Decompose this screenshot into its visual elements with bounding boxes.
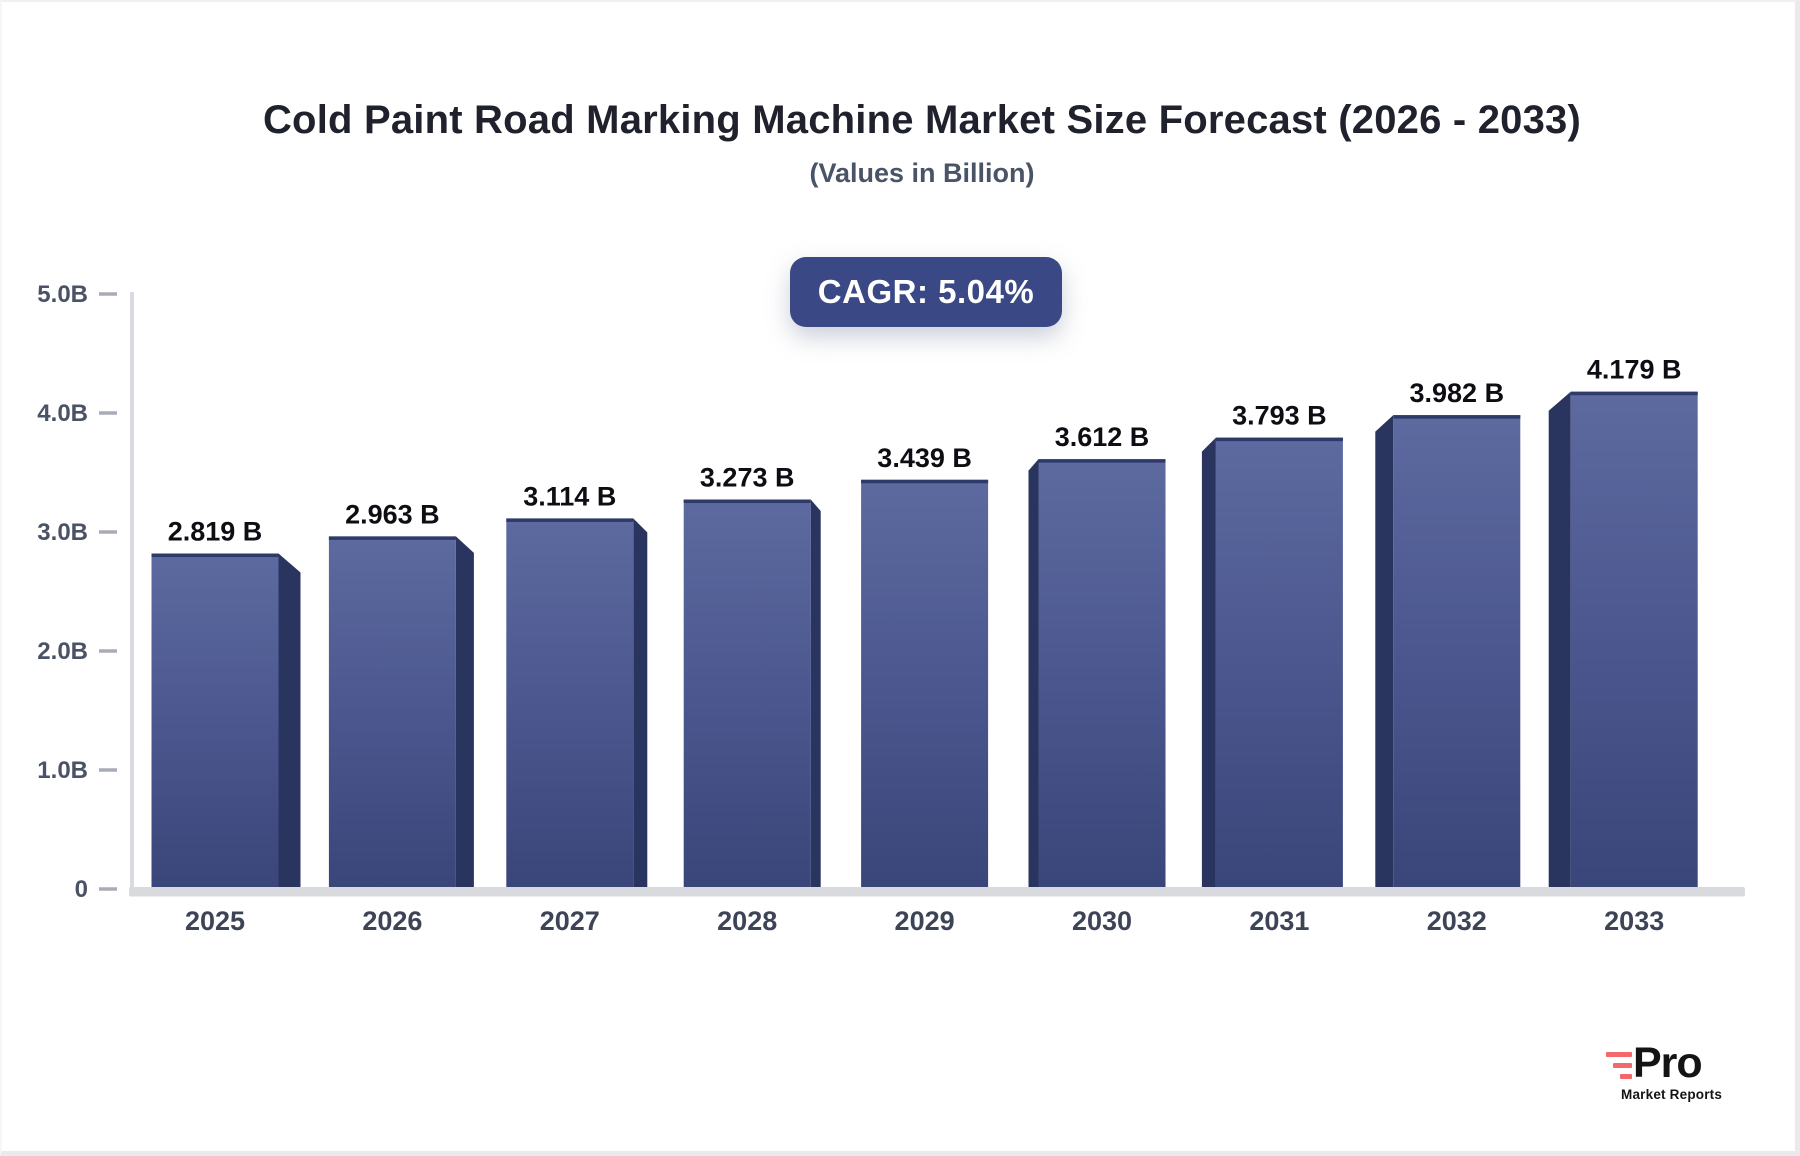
y-axis-label: 1.0B xyxy=(37,757,88,784)
bar-value-label: 3.612 B xyxy=(1055,422,1150,452)
bar-front-face xyxy=(506,518,634,889)
y-axis-label: 3.0B xyxy=(37,519,88,546)
bar-top-edge xyxy=(328,536,456,540)
bar-top-edge xyxy=(861,479,989,484)
x-axis-baseline xyxy=(129,887,1745,897)
y-tick-mark xyxy=(99,530,117,534)
chart-subtitle: (Values in Billion) xyxy=(809,158,1035,188)
bar-top-edge xyxy=(1570,391,1698,396)
y-axis-line xyxy=(130,292,134,889)
bar-top-edge xyxy=(683,499,811,504)
logo-stripes-icon xyxy=(1606,1052,1632,1079)
bar-group-2031: 3.793 B xyxy=(1201,401,1343,895)
bar-group-2033: 4.179 B xyxy=(1548,355,1698,895)
bar-value-label: 3.439 B xyxy=(877,443,972,473)
y-axis-label: 2.0B xyxy=(37,638,88,665)
logo-brand-text: Pro xyxy=(1633,1039,1703,1087)
bar-value-label: 3.114 B xyxy=(523,481,616,511)
brand-logo: Pro Market Reports xyxy=(1606,1042,1736,1102)
bar-group-2025: 2.819 B xyxy=(151,517,301,895)
bar-top-edge xyxy=(506,518,634,522)
bar-front-face xyxy=(328,536,456,889)
bar-front-face xyxy=(151,553,279,889)
bar-group-2030: 3.612 B xyxy=(1028,422,1166,895)
bar-value-label: 3.273 B xyxy=(700,463,795,493)
bar-side-face xyxy=(1548,391,1571,895)
bar-top-edge xyxy=(1393,415,1521,419)
bar-front-face xyxy=(1038,459,1166,889)
y-axis-label: 4.0B xyxy=(37,400,88,427)
x-axis-label: 2027 xyxy=(540,906,600,936)
bar-group-2028: 3.273 B xyxy=(683,463,821,895)
x-axis-label: 2031 xyxy=(1249,906,1309,936)
y-tick-mark xyxy=(99,649,117,653)
bar-value-label: 2.819 B xyxy=(168,517,263,547)
y-axis-label: 5.0B xyxy=(37,281,88,308)
bar-front-face xyxy=(1393,415,1521,889)
bar-top-edge xyxy=(1215,437,1343,442)
bar-side-face xyxy=(810,499,821,895)
x-axis-label: 2029 xyxy=(895,906,955,936)
bar-top-edge xyxy=(1038,459,1166,463)
bar-front-face xyxy=(861,479,989,889)
chart-title: Cold Paint Road Marking Machine Market S… xyxy=(262,98,1582,142)
bar-side-face xyxy=(455,536,474,895)
bar-front-face xyxy=(1570,391,1698,889)
y-tick-mark xyxy=(99,411,117,415)
x-axis-label: 2026 xyxy=(362,906,422,936)
y-tick-mark xyxy=(99,292,117,296)
cagr-badge: CAGR: 5.04% xyxy=(790,257,1062,327)
bar-value-label: 3.982 B xyxy=(1410,378,1505,408)
x-axis-label: 2028 xyxy=(717,906,777,936)
x-axis-label: 2033 xyxy=(1604,906,1664,936)
bar-side-face xyxy=(1375,415,1394,895)
x-axis-label: 2030 xyxy=(1072,906,1132,936)
bar-side-face xyxy=(278,553,301,895)
x-axis-label: 2025 xyxy=(185,906,245,936)
y-axis-label: 0 xyxy=(75,876,88,903)
bar-value-label: 2.963 B xyxy=(345,499,440,529)
bar-side-face xyxy=(1201,437,1216,895)
bar-value-label: 3.793 B xyxy=(1232,401,1327,431)
bar-front-face xyxy=(683,499,811,889)
bar-front-face xyxy=(1215,437,1343,889)
bar-top-edge xyxy=(151,553,279,558)
x-axis-label: 2032 xyxy=(1427,906,1487,936)
bar-value-label: 4.179 B xyxy=(1587,355,1682,385)
bar-group-2032: 3.982 B xyxy=(1375,378,1521,895)
y-tick-mark xyxy=(99,768,117,772)
bar-side-face xyxy=(633,518,648,895)
bar-side-face xyxy=(1028,459,1039,895)
bar-group-2029: 3.439 B xyxy=(861,443,989,889)
bar-group-2027: 3.114 B xyxy=(506,481,648,895)
logo-tagline: Market Reports xyxy=(1621,1087,1723,1102)
y-tick-mark xyxy=(99,887,117,891)
bar-group-2026: 2.963 B xyxy=(328,499,474,895)
